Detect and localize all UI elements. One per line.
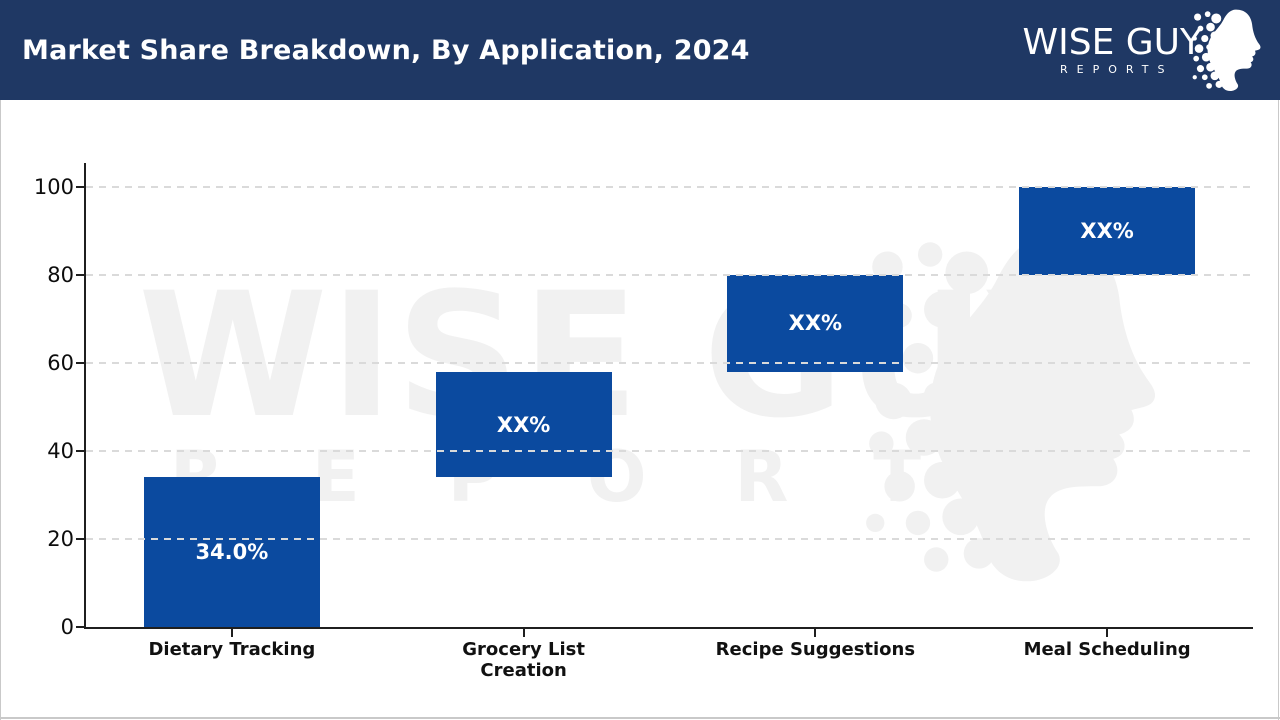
- y-tick-label-80: 80: [47, 263, 74, 287]
- bar-value-label-dietary-tracking: 34.0%: [195, 540, 269, 565]
- y-tick-40: [76, 450, 84, 452]
- wiseguy-logo-text: WISE GUY REPORTS: [1022, 22, 1203, 76]
- header-bar: Market Share Breakdown, By Application, …: [0, 0, 1280, 100]
- y-tick-0: [76, 626, 84, 628]
- y-tick-label-60: 60: [47, 351, 74, 375]
- x-category-label-meal-scheduling: Meal Scheduling: [1023, 639, 1191, 660]
- wiseguy-logo: WISE GUY REPORTS: [1023, 7, 1267, 93]
- wiseguy-head-icon: [1192, 9, 1261, 91]
- bar-value-label-recipe-suggestions: XX%: [788, 311, 843, 336]
- y-axis: [84, 163, 86, 629]
- gridline-20: [86, 538, 1253, 540]
- x-category-label-grocery-list-creation: Grocery List Creation: [462, 639, 585, 681]
- x-axis: [84, 627, 1253, 629]
- page-border-bottom: [0, 717, 1280, 719]
- bar-grocery-list-creation: [435, 371, 612, 478]
- logo-reports-label: REPORTS: [1060, 63, 1174, 76]
- page-border-left: [0, 100, 1, 720]
- gridline-60: [86, 362, 1253, 364]
- bar-recipe-suggestions: [727, 275, 904, 372]
- x-tick-meal-scheduling: [1106, 629, 1109, 637]
- gridline-100: [86, 186, 1253, 188]
- y-tick-label-40: 40: [47, 439, 74, 463]
- x-tick-recipe-suggestions: [814, 629, 817, 637]
- x-tick-grocery-list-creation: [522, 629, 525, 637]
- y-tick-100: [76, 186, 84, 188]
- y-tick-20: [76, 538, 84, 540]
- gridline-40: [86, 450, 1253, 452]
- y-tick-60: [76, 362, 84, 364]
- y-tick-label-100: 100: [33, 175, 74, 199]
- x-tick-dietary-tracking: [230, 629, 233, 637]
- page-border-right: [1278, 100, 1279, 720]
- bar-value-label-meal-scheduling: XX%: [1080, 219, 1134, 243]
- bar-dietary-tracking: [143, 477, 320, 627]
- logo-wiseguy-label: WISE GUY: [1022, 22, 1203, 63]
- page-title: Market Share Breakdown, By Application, …: [22, 34, 750, 66]
- y-tick-80: [76, 274, 84, 276]
- x-category-label-recipe-suggestions: Recipe Suggestions: [715, 639, 916, 660]
- y-tick-label-0: 0: [60, 615, 74, 639]
- gridline-80: [86, 274, 1253, 276]
- bar-meal-scheduling: [1019, 187, 1196, 275]
- bar-value-label-grocery-list-creation: XX%: [496, 412, 551, 437]
- x-category-label-dietary-tracking: Dietary Tracking: [148, 639, 316, 660]
- y-tick-label-20: 20: [47, 527, 74, 551]
